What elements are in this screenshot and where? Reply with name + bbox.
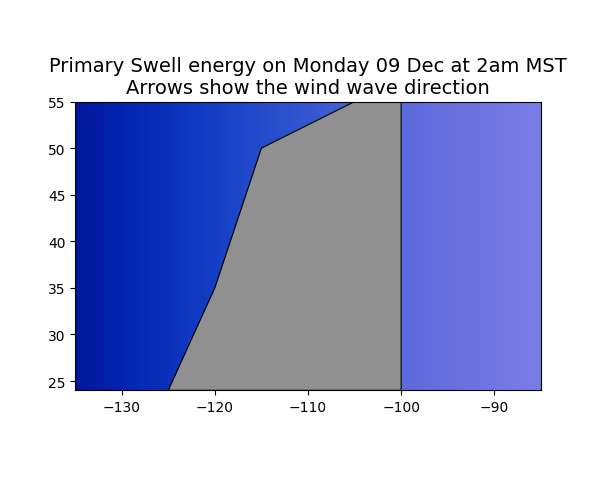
Title: Primary Swell energy on Monday 09 Dec at 2am MST
Arrows show the wind wave direc: Primary Swell energy on Monday 09 Dec at…	[49, 57, 567, 98]
Polygon shape	[168, 102, 401, 390]
